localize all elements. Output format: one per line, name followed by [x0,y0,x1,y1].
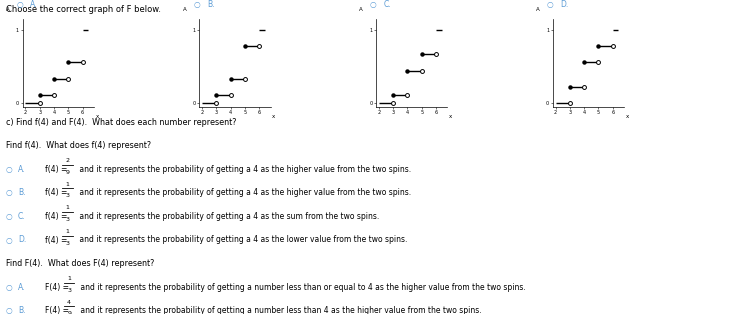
Text: D.: D. [560,0,569,9]
Text: Choose the correct graph of F below.: Choose the correct graph of F below. [6,5,161,14]
Text: f(4) =: f(4) = [45,236,70,245]
Text: ○: ○ [6,283,13,292]
Text: and it represents the probability of getting a 4 as the sum from the two spins.: and it represents the probability of get… [77,212,379,221]
Text: B.: B. [207,0,214,9]
Text: ○: ○ [6,165,13,174]
Text: 4: 4 [67,300,71,305]
Text: x: x [449,114,452,119]
Text: F(4) =: F(4) = [45,283,71,292]
Text: 1: 1 [65,205,70,210]
Text: x: x [96,114,99,119]
Text: 3: 3 [65,217,70,222]
Text: ○: ○ [6,236,13,245]
Text: A: A [183,7,186,12]
Text: 2: 2 [65,158,70,163]
Text: A: A [6,7,10,12]
Text: ○: ○ [6,212,13,221]
Text: 3: 3 [65,193,70,198]
Text: c) Find f(4) and F(4).  What does each number represent?: c) Find f(4) and F(4). What does each nu… [6,118,237,127]
Text: A.: A. [30,0,38,9]
Text: ○: ○ [6,188,13,198]
Text: Find f(4).  What does f(4) represent?: Find f(4). What does f(4) represent? [6,141,151,150]
Text: 1: 1 [65,182,70,187]
Text: and it represents the probability of getting a 4 as the higher value from the tw: and it represents the probability of get… [77,188,411,198]
Text: f(4) =: f(4) = [45,165,70,174]
Text: A.: A. [18,283,26,292]
Text: ○: ○ [370,0,377,9]
Text: ○: ○ [547,0,553,9]
Text: x: x [626,114,629,119]
Text: A: A [359,7,363,12]
Text: and it represents the probability of getting a number less than or equal to 4 as: and it represents the probability of get… [78,283,526,292]
Text: and it represents the probability of getting a 4 as the higher value from the tw: and it represents the probability of get… [77,165,411,174]
Text: Find F(4).  What does F(4) represent?: Find F(4). What does F(4) represent? [6,259,154,268]
Text: B.: B. [18,188,26,198]
Text: 3: 3 [65,241,70,246]
Text: ○: ○ [6,306,13,314]
Text: B.: B. [18,306,26,314]
Text: 9: 9 [65,170,70,175]
Text: f(4) =: f(4) = [45,188,70,198]
Text: C.: C. [384,0,391,9]
Text: F(4) =: F(4) = [45,306,71,314]
Text: 1: 1 [67,276,71,281]
Text: A.: A. [18,165,26,174]
Text: 9: 9 [67,311,71,314]
Text: D.: D. [18,236,26,245]
Text: f(4) =: f(4) = [45,212,70,221]
Text: C.: C. [18,212,26,221]
Text: and it represents the probability of getting a 4 as the lower value from the two: and it represents the probability of get… [77,236,407,245]
Text: ○: ○ [193,0,200,9]
Text: and it represents the probability of getting a number less than 4 as the higher : and it represents the probability of get… [78,306,482,314]
Text: 3: 3 [67,288,71,293]
Text: ○: ○ [17,0,23,9]
Text: 1: 1 [65,229,70,234]
Text: A: A [536,7,540,12]
Text: x: x [272,114,275,119]
